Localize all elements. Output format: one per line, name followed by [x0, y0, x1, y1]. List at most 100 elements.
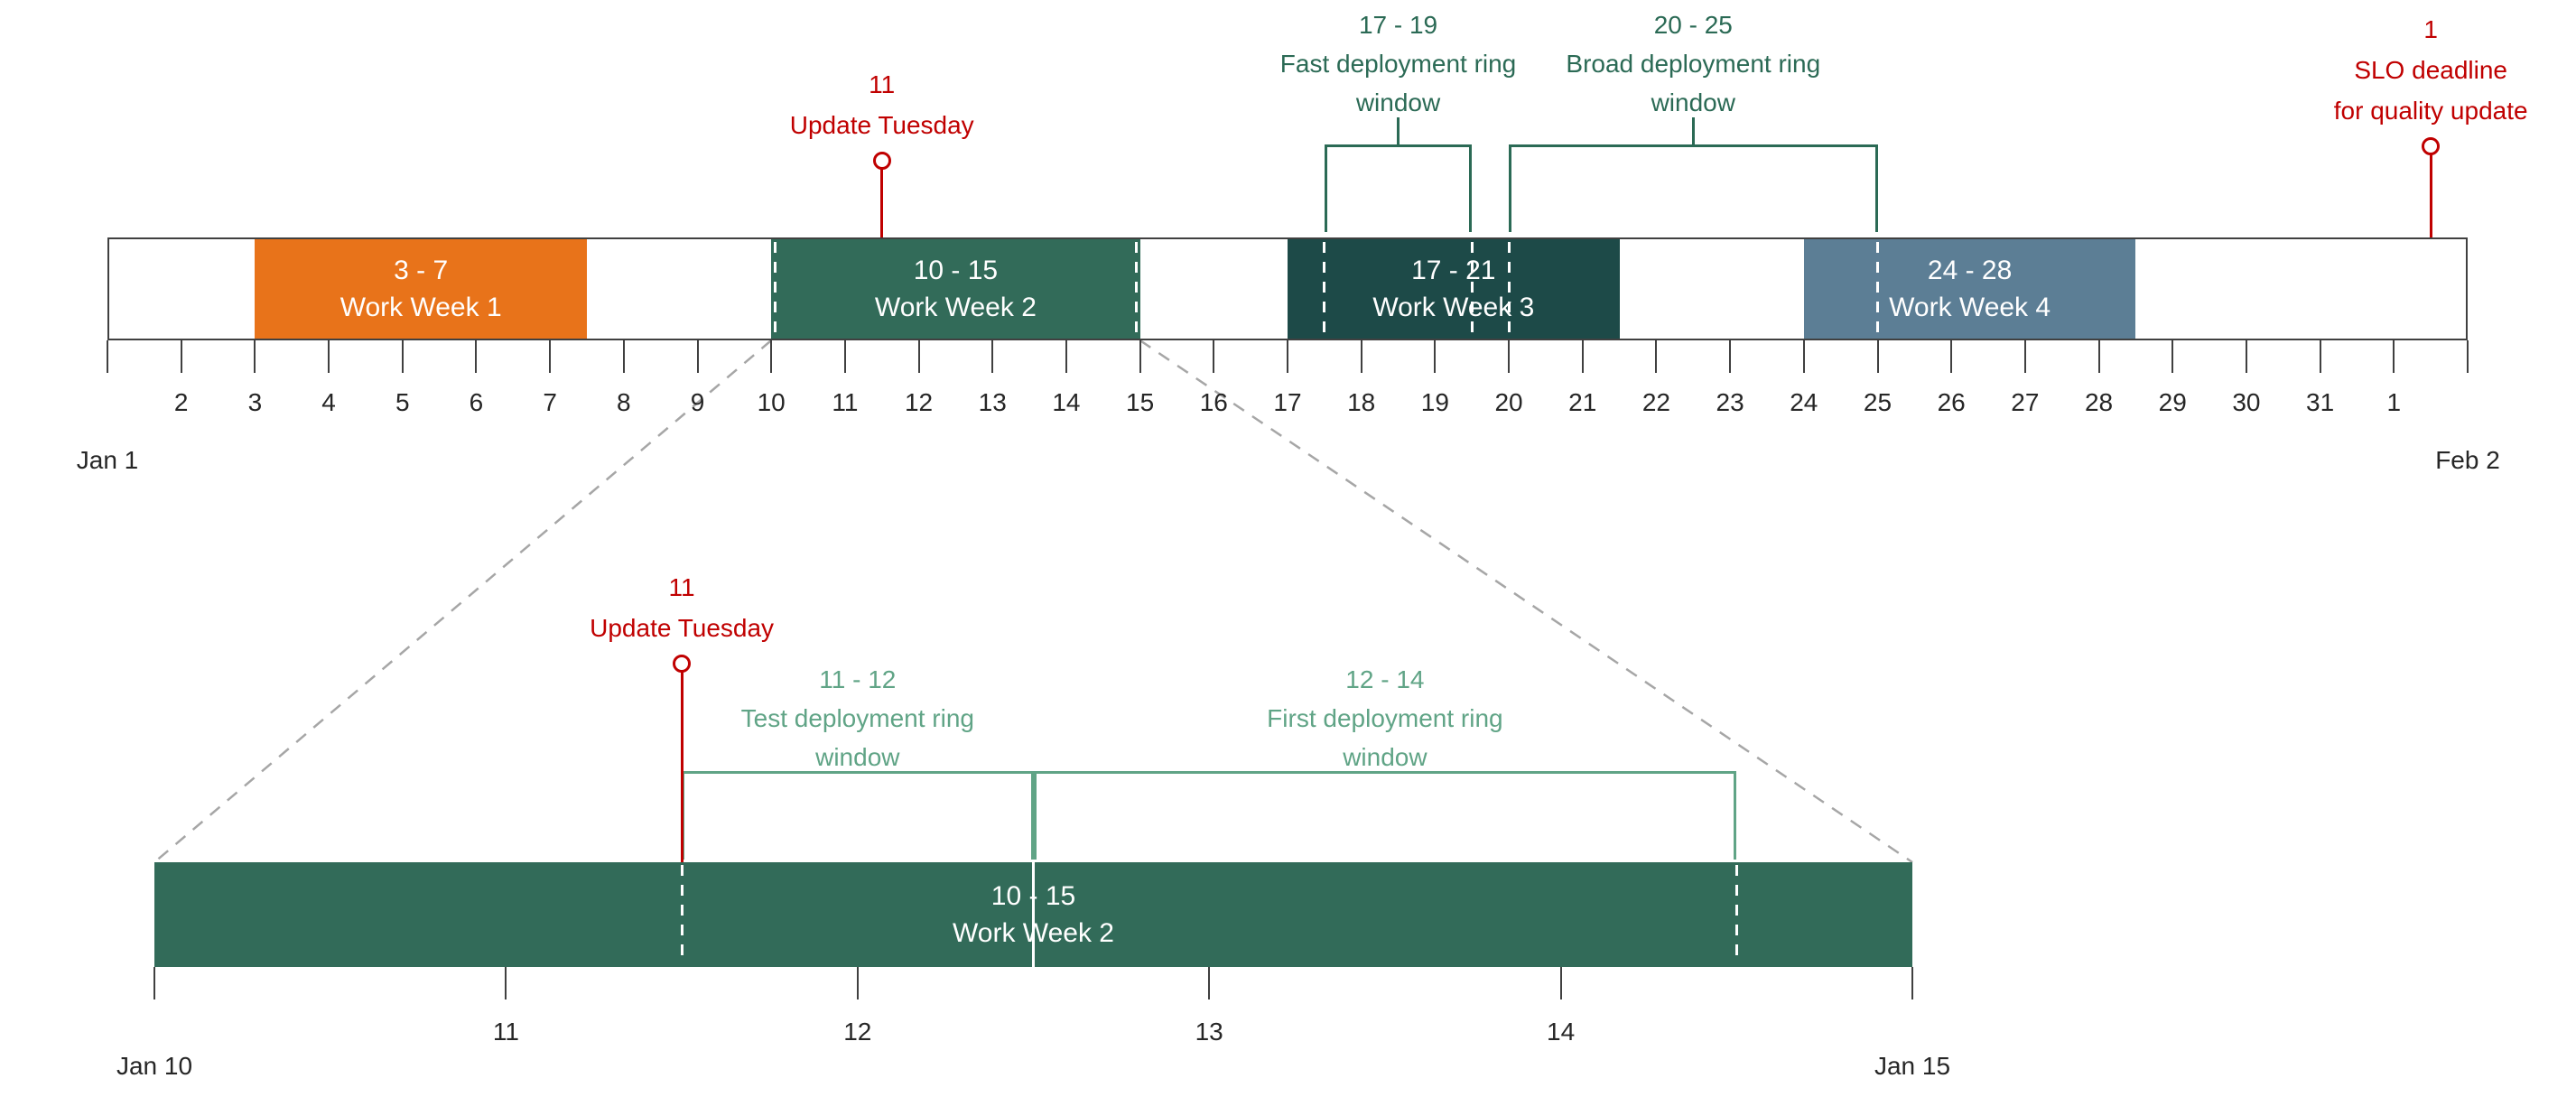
tick-mark: [2171, 340, 2174, 373]
test-deployment-ring-window-right-drop: [1030, 771, 1034, 860]
broad-deployment-ring-window-line: [1509, 144, 1878, 147]
text-line: SLO deadline: [2354, 56, 2507, 84]
text-line: 10 - 15: [990, 881, 1076, 911]
tick-mark: [2097, 340, 2100, 373]
tick-mark: [180, 340, 182, 373]
first-deployment-ring-window-left-drop: [1033, 771, 1037, 860]
tick-mark: [2245, 340, 2247, 373]
text-line: window: [815, 743, 900, 771]
ring-window-boundary-solid: [1032, 862, 1035, 967]
tick-label: 14: [1052, 388, 1081, 416]
text-line: 20 - 25: [1653, 11, 1733, 39]
tick-mark: [328, 340, 330, 373]
tick-label: 3: [247, 388, 263, 416]
tick-mark: [2393, 340, 2395, 373]
update-tuesday-label: 11 Update Tuesday: [790, 64, 974, 145]
tick-label: 22: [1641, 388, 1671, 416]
test-deployment-ring-window-line: [682, 771, 1034, 774]
end-date-label: Jan 15: [1874, 1052, 1951, 1080]
start-date-label: Jan 1: [76, 446, 139, 474]
segment-label-work-week-3: 17 - 21 Work Week 3: [1372, 252, 1534, 326]
tick-mark: [770, 340, 773, 373]
fast-deployment-ring-window-stem: [1397, 117, 1400, 144]
first-deployment-ring-window-line: [1033, 771, 1737, 774]
tick-label: 2: [173, 388, 189, 416]
text-line: Update Tuesday: [590, 614, 775, 642]
slo-deadline-pin-icon: [2422, 137, 2441, 155]
update-tuesday-pin-icon: [872, 152, 891, 170]
tick-mark: [1434, 340, 1437, 373]
ring-window-boundary-dashed: [1507, 242, 1511, 336]
update-tuesday-stem: [880, 169, 884, 237]
fast-deployment-ring-window-label: 17 - 19 Fast deployment ring window: [1280, 5, 1516, 122]
broad-deployment-ring-window-right-drop: [1874, 144, 1878, 232]
test-deployment-ring-window-label: 11 - 12 Test deployment ring window: [741, 660, 974, 776]
tick-mark: [1065, 340, 1067, 373]
first-deployment-ring-window-label: 12 - 14 First deployment ring window: [1267, 660, 1502, 776]
ring-window-boundary-dashed: [1323, 242, 1326, 336]
text-line: 11: [668, 573, 695, 601]
text-line: Broad deployment ring: [1566, 50, 1821, 78]
tick-mark: [107, 340, 108, 373]
tick-mark: [1581, 340, 1584, 373]
ring-window-boundary-dashed: [1470, 242, 1474, 336]
segment-label-work-week-4: 24 - 28 Work Week 4: [1889, 252, 2051, 326]
text-line: 3 - 7: [394, 256, 449, 285]
tick-mark: [856, 967, 859, 999]
tick-mark: [1559, 967, 1562, 999]
text-line: Fast deployment ring: [1279, 50, 1517, 78]
tick-mark: [1208, 967, 1211, 999]
tick-mark: [2467, 340, 2469, 373]
update-tuesday-detail-pin-icon: [673, 655, 692, 673]
segment-work-week-1: [255, 239, 587, 339]
tick-label: 1: [2386, 388, 2402, 416]
text-line: 10 - 15: [913, 256, 999, 285]
tick-label: 9: [690, 388, 705, 416]
text-line: Work Week 2: [953, 918, 1114, 948]
zoom-connector-line: [1139, 339, 1913, 864]
tick-mark: [843, 340, 846, 373]
ring-window-boundary-dashed: [1135, 242, 1139, 336]
ring-window-boundary-dashed: [1734, 865, 1738, 964]
broad-deployment-ring-window-left-drop: [1509, 144, 1512, 232]
segment-work-week-3: [1288, 239, 1620, 339]
text-line: Update Tuesday: [789, 111, 974, 139]
tick-label: 18: [1347, 388, 1376, 416]
fast-deployment-ring-window-line: [1324, 144, 1473, 147]
tick-mark: [505, 967, 507, 999]
tick-label: 25: [1863, 388, 1892, 416]
tick-label: 16: [1199, 388, 1228, 416]
first-deployment-ring-window-right-drop: [1734, 771, 1737, 860]
tick-label: 10: [757, 388, 786, 416]
tick-mark: [2319, 340, 2321, 373]
segment-work-week-2: [771, 239, 1140, 339]
tick-label: 12: [843, 1018, 872, 1046]
tick-label: 13: [978, 388, 1007, 416]
update-tuesday-detail-stem: [680, 672, 684, 862]
text-line: 17 - 19: [1358, 11, 1438, 39]
fast-deployment-ring-window-left-drop: [1324, 144, 1327, 232]
tick-label: 17: [1273, 388, 1302, 416]
tick-label: 27: [2011, 388, 2040, 416]
text-line: window: [1355, 88, 1441, 116]
tick-mark: [1655, 340, 1658, 373]
text-line: 24 - 28: [1927, 256, 2013, 285]
tick-mark: [1876, 340, 1879, 373]
tick-label: 24: [1790, 388, 1818, 416]
ring-window-boundary-dashed: [773, 242, 777, 336]
tick-label: 13: [1195, 1018, 1223, 1046]
tick-label: 31: [2306, 388, 2335, 416]
text-line: First deployment ring: [1267, 704, 1503, 732]
tick-mark: [1213, 340, 1215, 373]
tick-label: 28: [2084, 388, 2114, 416]
text-line: Work Week 3: [1372, 293, 1535, 322]
text-line: Test deployment ring: [740, 704, 974, 732]
tick-mark: [2023, 340, 2026, 373]
tick-mark: [1950, 340, 1953, 373]
tick-mark: [549, 340, 552, 373]
tick-mark: [1802, 340, 1805, 373]
text-line: 12 - 14: [1345, 665, 1425, 693]
text-line: Work Week 1: [339, 293, 502, 322]
